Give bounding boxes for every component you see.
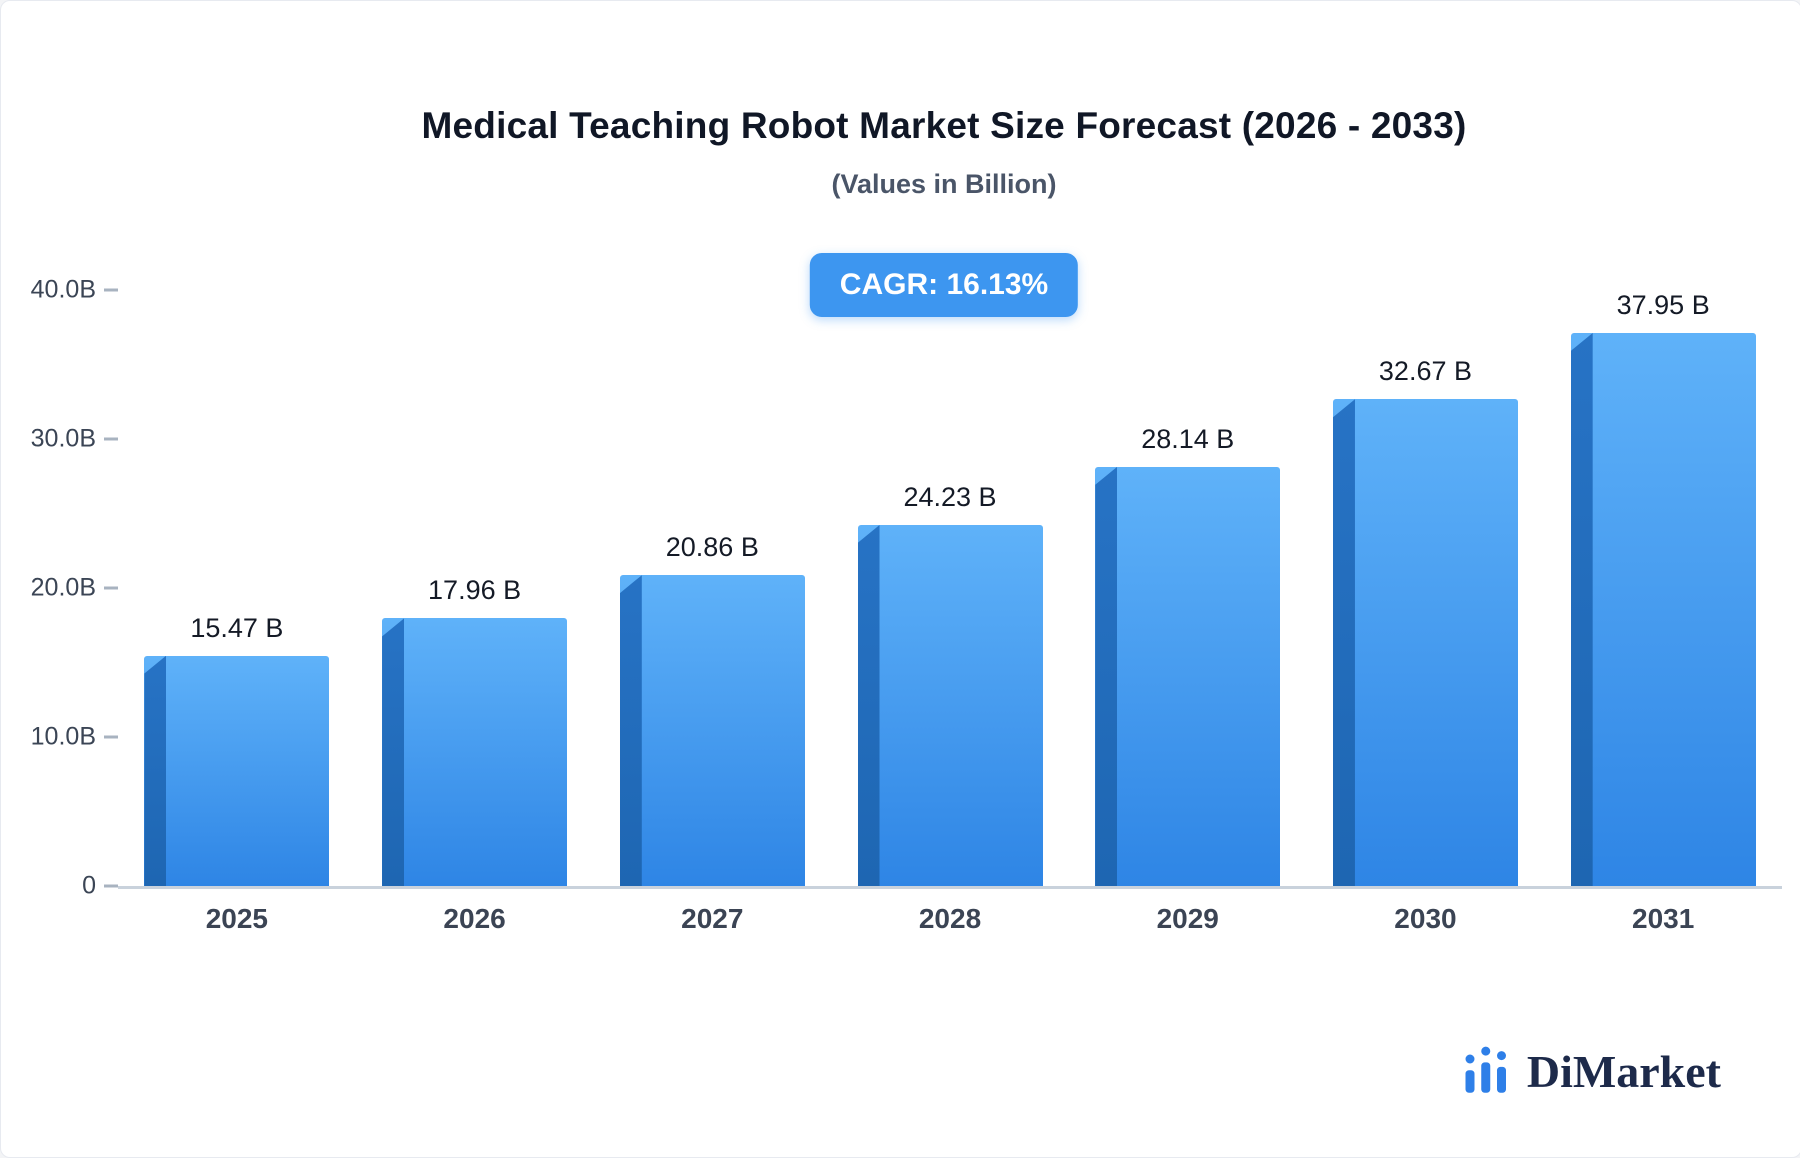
bar-value-label: 15.47 B (190, 612, 284, 643)
bar-2027 (619, 575, 805, 886)
bar-value-label: 17.96 B (428, 575, 522, 606)
x-axis-label-2031: 2031 (1632, 903, 1695, 934)
y-tick-dash (104, 288, 118, 292)
y-tick-dash (104, 884, 118, 888)
dimarket-logo: DiMarket (1461, 1041, 1721, 1095)
x-axis-label-2029: 2029 (1156, 903, 1219, 934)
bar-group-2028: 24.23 B (831, 290, 1069, 886)
page-title: Medical Teaching Robot Market Size Forec… (421, 105, 1467, 146)
bar-value-label: 24.23 B (903, 481, 997, 512)
y-tick: 0 (82, 872, 118, 901)
bar-group-2029: 28.14 B (1069, 290, 1307, 886)
bar-chart-dots-icon (1461, 1041, 1515, 1095)
cagr-badge: CAGR: 16.13% (809, 253, 1079, 317)
y-tick-dash (104, 735, 118, 739)
y-tick-dash (104, 437, 118, 441)
bar-2026 (382, 618, 568, 886)
y-axis: 40.0B 30.0B 20.0B 10.0B 0 (1, 276, 118, 900)
y-tick: 20.0B (31, 574, 118, 603)
bar-2029 (1095, 466, 1281, 886)
y-tick: 40.0B (31, 276, 118, 305)
bar-2030 (1332, 399, 1518, 886)
bar-value-label: 28.14 B (1141, 423, 1235, 454)
x-axis-label-2028: 2028 (918, 903, 982, 934)
x-axis-label-2030: 2030 (1394, 903, 1457, 934)
bar-group-2031: 37.95 B (1544, 290, 1782, 886)
bar-value-label: 20.86 B (665, 532, 759, 563)
y-tick-label: 40.0B (30, 275, 96, 304)
y-tick-label: 10.0B (30, 722, 96, 751)
bar-group-2025: 15.47 B (118, 290, 356, 886)
y-tick: 10.0B (31, 723, 118, 752)
x-axis-label-2025: 2025 (205, 903, 268, 934)
bar-group-2026: 17.96 B (356, 290, 594, 886)
y-tick-label: 30.0B (30, 424, 96, 453)
bar-2025 (144, 655, 330, 886)
logo-text: DiMarket (1526, 1046, 1721, 1097)
y-tick-label: 0 (82, 871, 96, 900)
x-axis: 2025 2026 2027 2028 2029 2030 2031 (118, 903, 1782, 935)
bar-group-2027: 20.86 B (593, 290, 831, 886)
bar-2028 (857, 524, 1043, 886)
bar-2031 (1570, 333, 1756, 886)
x-axis-label-2027: 2027 (681, 903, 744, 934)
bar-group-2030: 32.67 B (1307, 290, 1545, 886)
y-tick-label: 20.0B (30, 573, 96, 602)
y-tick: 30.0B (31, 425, 118, 454)
bar-value-label: 37.95 B (1616, 290, 1710, 320)
x-axis-label-2026: 2026 (443, 903, 506, 934)
chart-subtitle: (Values in Billion) (831, 169, 1057, 199)
y-tick-dash (104, 586, 118, 590)
plot-area: 15.47 B 17.96 B 20.86 B 24.23 B 28.14 B 32.67… (118, 290, 1782, 889)
bar-value-label: 32.67 B (1378, 356, 1472, 387)
